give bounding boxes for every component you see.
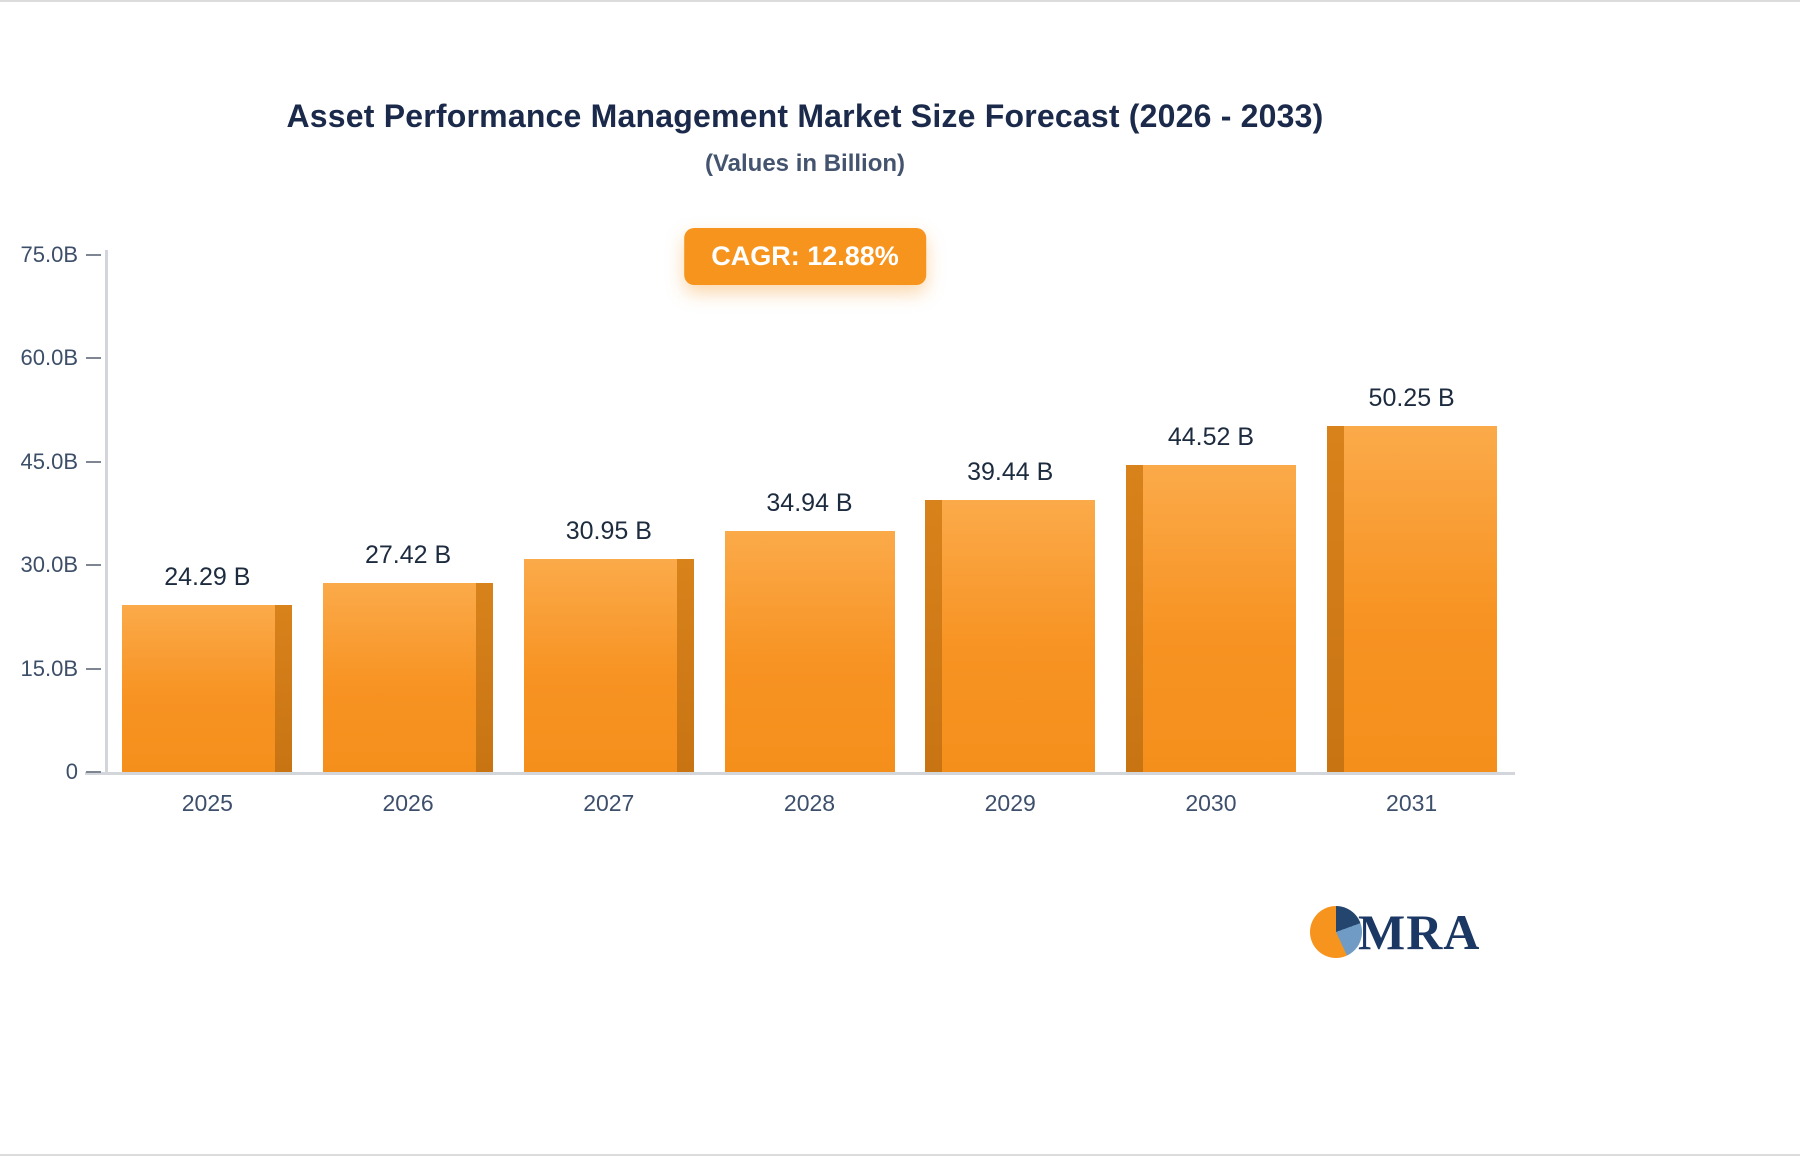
x-axis-label: 2025: [181, 790, 233, 816]
bar-2025: [122, 604, 293, 772]
y-axis-tick-label: 60.0B: [20, 345, 79, 371]
bar-2031: [1326, 425, 1497, 772]
pie-chart-icon: [1310, 906, 1362, 958]
bar-2026: [323, 582, 494, 772]
y-axis-line: [105, 250, 108, 774]
y-axis-tick-label: 75.0B: [20, 242, 79, 267]
x-axis-line: [85, 772, 1515, 775]
bar-value-label: 34.94 B: [766, 489, 853, 518]
bar-side-face: [1326, 425, 1344, 772]
x-axis-label: 2026: [382, 790, 434, 816]
y-axis-tick-mark: [86, 667, 101, 670]
bar-value-label: 39.44 B: [967, 458, 1054, 487]
bar-side-face: [1125, 465, 1143, 772]
y-axis-tick-mark: [86, 254, 101, 256]
bar-2030: [1125, 465, 1296, 772]
cagr-badge: CAGR: 12.88%: [684, 228, 926, 285]
bar-face: [323, 582, 477, 772]
y-axis-tick-mark: [86, 564, 101, 567]
x-axis-label: 2029: [984, 790, 1036, 816]
bar-side-face: [476, 582, 494, 772]
bar-value-label: 24.29 B: [164, 562, 251, 591]
bar-face: [523, 558, 677, 772]
bar-face: [724, 531, 895, 772]
bar-face: [122, 604, 276, 772]
y-axis-tick-mark: [86, 460, 101, 463]
x-axis-label: 2030: [1185, 790, 1237, 816]
x-axis-label: 2031: [1386, 790, 1438, 816]
bar-value-label: 27.42 B: [364, 540, 452, 569]
y-axis-tick-mark: [86, 771, 101, 773]
logo-text: MRA: [1358, 904, 1481, 960]
y-axis-tick-mark: [86, 357, 101, 360]
cagr-label: CAGR: 12.88%: [711, 241, 899, 271]
chart-subtitle: (Values in Billion): [704, 150, 906, 177]
y-axis-tick-label: 45.0B: [20, 448, 79, 474]
mra-logo: MRA: [1310, 903, 1480, 961]
y-axis-tick-label: 0: [65, 759, 78, 784]
bar-2028: [724, 531, 895, 772]
bar-face: [1142, 465, 1296, 772]
bar-value-label: 30.95 B: [565, 516, 652, 545]
bar-face: [1343, 425, 1497, 772]
bar-2027: [523, 558, 694, 772]
bar-value-label: 50.25 B: [1368, 383, 1455, 412]
x-axis-label: 2027: [583, 790, 635, 816]
y-axis-tick-label: 15.0B: [20, 655, 79, 681]
bar-2029: [925, 500, 1096, 772]
bar-side-face: [676, 558, 694, 772]
bar-side-face: [275, 604, 293, 772]
chart-title: Asset Performance Management Market Size…: [286, 98, 1324, 134]
bar-face: [942, 500, 1096, 772]
bar-value-label: 44.52 B: [1167, 423, 1255, 452]
y-axis-tick-label: 30.0B: [20, 552, 79, 578]
bar-side-face: [925, 500, 943, 772]
x-axis-label: 2028: [783, 790, 836, 816]
